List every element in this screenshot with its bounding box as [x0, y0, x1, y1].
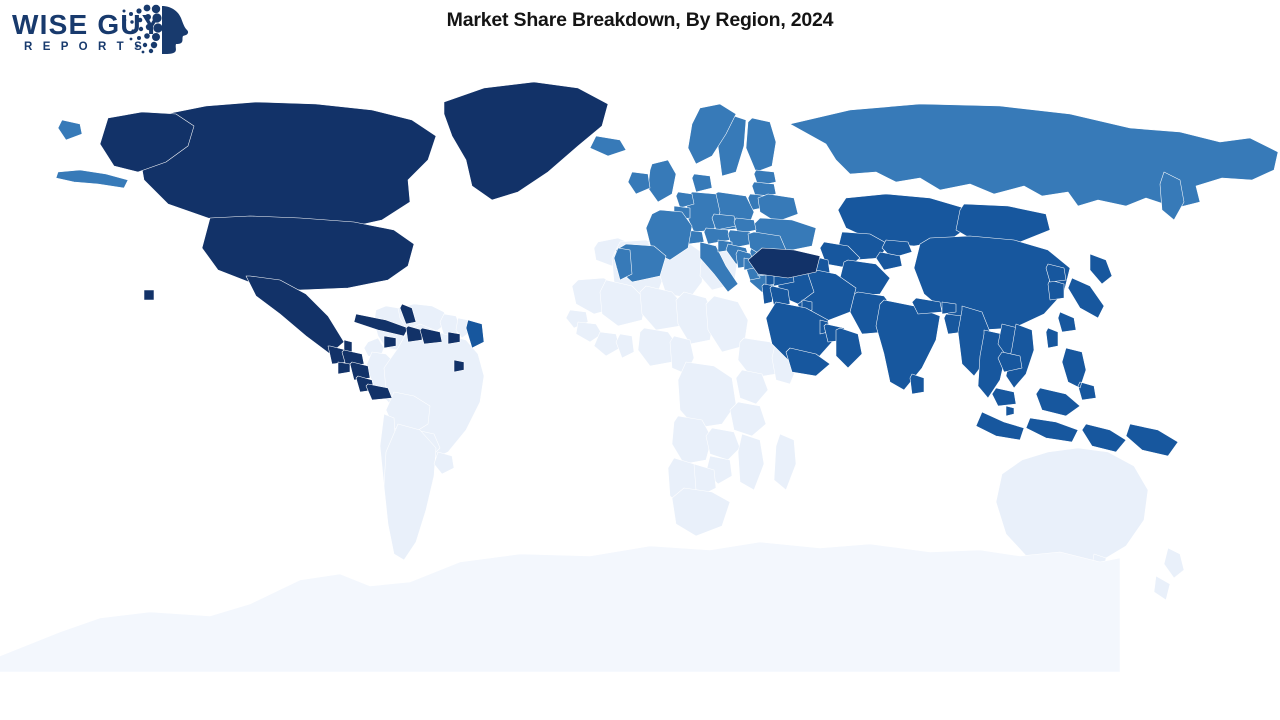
country-belarus[interactable] — [758, 194, 798, 222]
country-tajikistan[interactable] — [876, 252, 902, 270]
country-bahamas[interactable] — [400, 304, 416, 324]
country-sudan[interactable] — [706, 296, 748, 352]
country-north-korea[interactable] — [1046, 264, 1066, 282]
country-angola[interactable] — [672, 416, 712, 464]
country-yemen[interactable] — [786, 348, 830, 376]
country-denmark[interactable] — [692, 174, 712, 192]
country-greenland[interactable] — [444, 82, 608, 200]
country-cuba[interactable] — [354, 314, 408, 336]
logo-svg: WISE GUY R E P O R T S — [12, 4, 189, 54]
country-nepal[interactable] — [912, 298, 942, 314]
country-canada[interactable] — [138, 102, 436, 228]
country-jamaica[interactable] — [384, 336, 396, 348]
country-french-guiana[interactable] — [466, 320, 484, 348]
country-puerto-rico[interactable] — [448, 332, 460, 344]
logo-wordmark-primary: WISE GUY — [12, 9, 162, 40]
country-chukotka-west[interactable] — [58, 120, 82, 140]
country-new-zealand[interactable] — [1154, 548, 1184, 600]
country-sri-lanka[interactable] — [910, 374, 924, 394]
country-turkey[interactable] — [748, 248, 820, 278]
country-australia[interactable] — [996, 448, 1148, 570]
chart-header: WISE GUY R E P O R T S — [0, 0, 1280, 56]
country-portugal[interactable] — [614, 248, 632, 280]
region-asia-pacific — [762, 194, 1178, 456]
country-norway[interactable] — [688, 104, 736, 164]
country-uruguay[interactable] — [434, 452, 454, 474]
country-suriname[interactable] — [456, 318, 470, 338]
country-papua-new-guinea[interactable] — [1126, 424, 1178, 456]
world-choropleth-map — [0, 52, 1280, 692]
region-antarctica — [0, 542, 1120, 672]
country-japan[interactable] — [1058, 254, 1112, 332]
country-kenya[interactable] — [736, 370, 768, 404]
country-italy[interactable] — [700, 242, 738, 292]
country-kyrgyzstan[interactable] — [882, 240, 912, 258]
country-bolivia[interactable] — [386, 392, 430, 434]
country-haiti[interactable] — [406, 326, 422, 342]
world-map-container — [0, 52, 1280, 692]
region-rest-of-world — [364, 234, 1184, 600]
country-czechia[interactable] — [712, 214, 736, 230]
country-ireland[interactable] — [628, 172, 650, 194]
country-trinidad-tobago[interactable] — [454, 360, 464, 372]
country-panama[interactable] — [366, 384, 392, 400]
country-guinea[interactable] — [576, 322, 602, 342]
country-mali[interactable] — [600, 280, 646, 326]
country-india[interactable] — [876, 300, 940, 390]
country-aleutian-strip[interactable] — [56, 170, 128, 188]
country-chad[interactable] — [676, 292, 714, 344]
country-philippines[interactable] — [1062, 348, 1096, 400]
head-profile-dots-icon — [122, 4, 189, 54]
country-tanzania[interactable] — [730, 402, 766, 436]
country-drc[interactable] — [678, 362, 736, 428]
country-alaska[interactable] — [100, 112, 194, 172]
country-finland[interactable] — [746, 118, 776, 172]
country-united-kingdom[interactable] — [648, 160, 676, 202]
country-south-africa[interactable] — [672, 488, 730, 536]
region-north-america — [100, 82, 820, 400]
country-iceland[interactable] — [590, 136, 626, 156]
country-nigeria[interactable] — [638, 328, 678, 366]
country-madagascar[interactable] — [774, 434, 796, 490]
country-antarctica[interactable] — [0, 542, 1120, 672]
country-dominican-republic[interactable] — [420, 328, 442, 344]
page-title: Market Share Breakdown, By Region, 2024 — [446, 9, 834, 31]
country-united-states[interactable] — [202, 216, 414, 290]
country-ghana[interactable] — [616, 334, 634, 358]
country-zambia[interactable] — [706, 428, 740, 460]
country-russia[interactable] — [790, 104, 1278, 208]
country-malaysia[interactable] — [992, 388, 1080, 416]
country-kamchatka[interactable] — [1160, 172, 1184, 220]
country-bhutan[interactable] — [942, 302, 956, 314]
country-niger[interactable] — [640, 286, 684, 330]
country-hungary[interactable] — [728, 230, 752, 248]
country-south-korea[interactable] — [1048, 280, 1064, 300]
country-hawaii-marker[interactable] — [144, 290, 154, 300]
country-cote-divoire[interactable] — [594, 332, 620, 356]
country-oman[interactable] — [836, 328, 862, 368]
country-taiwan[interactable] — [1046, 328, 1058, 348]
country-netherlands[interactable] — [676, 192, 694, 208]
country-singapore[interactable] — [1006, 406, 1014, 416]
country-cambodia[interactable] — [998, 352, 1022, 372]
logo-wordmark-secondary: R E P O R T S — [24, 41, 145, 53]
wise-guy-reports-logo: WISE GUY R E P O R T S — [10, 2, 206, 56]
country-indonesia[interactable] — [976, 412, 1126, 452]
country-el-salvador[interactable] — [338, 362, 350, 374]
country-argentina[interactable] — [384, 424, 436, 560]
country-mozambique[interactable] — [738, 434, 764, 490]
country-france[interactable] — [646, 210, 692, 260]
